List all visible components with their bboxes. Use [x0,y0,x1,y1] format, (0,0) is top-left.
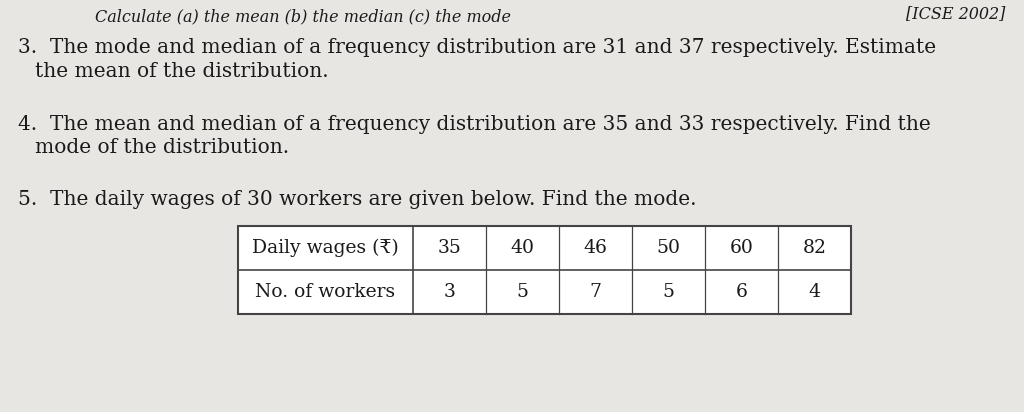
Text: mode of the distribution.: mode of the distribution. [35,138,289,157]
Text: 82: 82 [803,239,826,257]
Text: Calculate (a) the mean (b) the median (c) the mode: Calculate (a) the mean (b) the median (c… [95,8,511,25]
Text: 4: 4 [809,283,820,301]
Text: 60: 60 [729,239,754,257]
Text: 4.  The mean and median of a frequency distribution are 35 and 33 respectively. : 4. The mean and median of a frequency di… [18,115,931,134]
Text: 6: 6 [735,283,748,301]
Text: [ICSE 2002]: [ICSE 2002] [905,5,1005,22]
Text: 5: 5 [516,283,528,301]
Text: the mean of the distribution.: the mean of the distribution. [35,62,329,81]
Text: 50: 50 [656,239,681,257]
Text: 7: 7 [590,283,601,301]
Text: 5: 5 [663,283,675,301]
Text: 5.  The daily wages of 30 workers are given below. Find the mode.: 5. The daily wages of 30 workers are giv… [18,190,696,209]
Text: No. of workers: No. of workers [255,283,395,301]
Text: 46: 46 [584,239,607,257]
Text: 40: 40 [511,239,535,257]
Text: 35: 35 [437,239,462,257]
Text: 3: 3 [443,283,456,301]
Text: Daily wages (₹): Daily wages (₹) [252,239,399,257]
Text: 3.  The mode and median of a frequency distribution are 31 and 37 respectively. : 3. The mode and median of a frequency di… [18,38,936,57]
Bar [238,226,851,314]
